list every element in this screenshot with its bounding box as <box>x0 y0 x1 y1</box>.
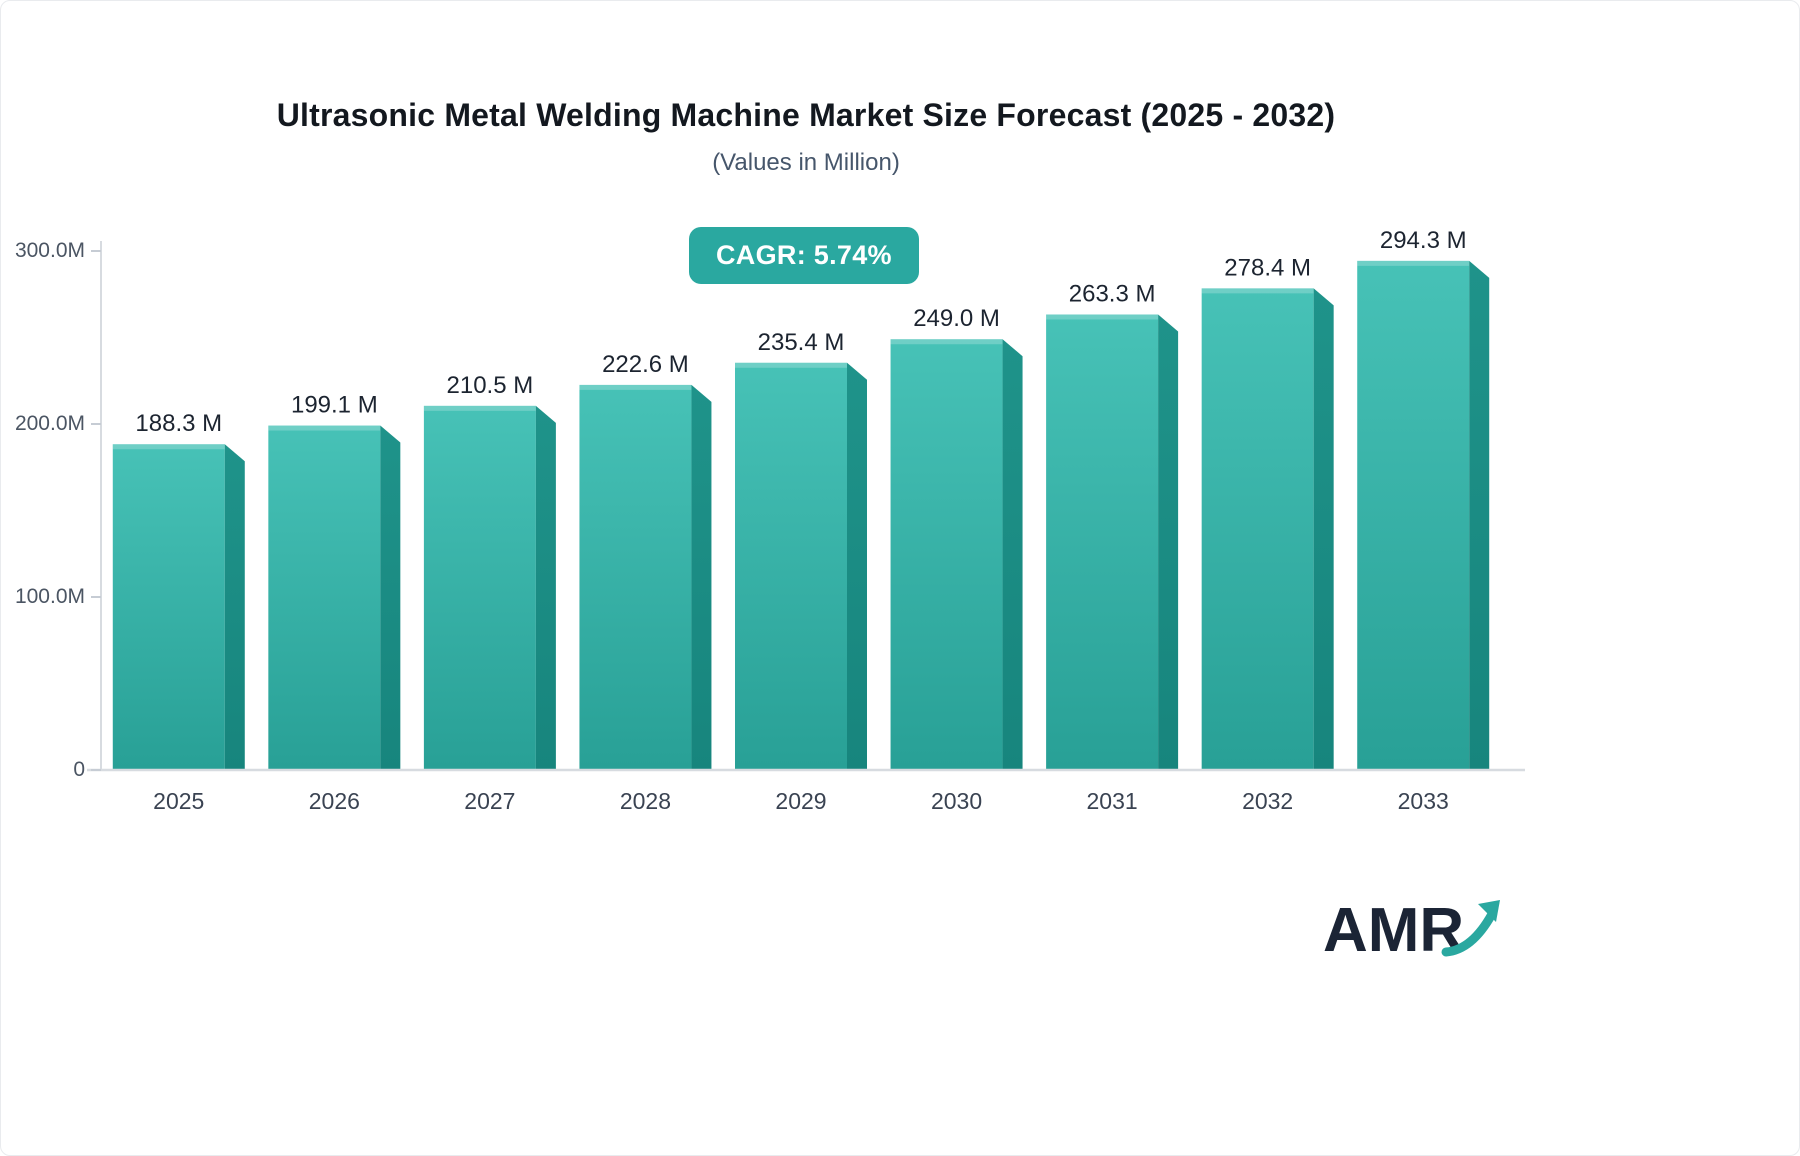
y-tick-label: 300.0M <box>14 239 85 262</box>
bar-side-2026 <box>380 425 401 770</box>
bar-side-2032 <box>1313 288 1334 770</box>
bar-top-highlight <box>1357 260 1470 266</box>
bar-top-highlight <box>579 384 692 390</box>
bar-side-2025 <box>224 444 245 770</box>
bar-2030 <box>890 339 1003 770</box>
bar-value-label: 199.1 M <box>291 392 378 419</box>
bar-value-label: 294.3 M <box>1380 227 1467 254</box>
bar-chart: 188.3 M 199.1 M 210.5 M 222.6 M 235.4 M 249.0… <box>15 203 1525 814</box>
chart-plot-area: 188.3 M 199.1 M 210.5 M 222.6 M 235.4 M 249.0… <box>87 227 1525 772</box>
x-tick-label-2030: 2030 <box>930 788 983 814</box>
cagr-badge: CAGR: 5.74% <box>689 227 919 284</box>
bar-side-2027 <box>535 405 556 770</box>
bar-2029 <box>735 362 847 770</box>
chart-subtitle: (Values in Million) <box>712 149 900 176</box>
bar-value-label: 263.3 M <box>1069 280 1156 307</box>
x-tick-label-2031: 2031 <box>1086 788 1138 814</box>
bar-side-2031 <box>1158 314 1179 770</box>
amr-logo: AMR <box>1323 895 1510 966</box>
bar-value-label: 235.4 M <box>758 329 845 356</box>
bar-top-highlight <box>1046 314 1159 320</box>
x-tick-label-2027: 2027 <box>464 788 516 814</box>
bar-2033 <box>1357 260 1470 770</box>
y-tick-label: 100.0M <box>14 585 85 608</box>
x-tick-label-2033: 2033 <box>1397 788 1449 814</box>
bar-top-highlight <box>112 444 225 450</box>
amr-logo-arrow-icon <box>1441 899 1501 956</box>
bar-top-highlight <box>423 405 536 411</box>
x-tick-label-2028: 2028 <box>619 788 672 814</box>
bar-2026 <box>268 425 381 770</box>
bar-value-label: 210.5 M <box>447 372 534 399</box>
bar-side-2033 <box>1469 260 1490 770</box>
x-tick-label-2029: 2029 <box>775 788 827 814</box>
y-tick-label: 0 <box>73 758 85 781</box>
bar-2027 <box>423 405 536 770</box>
x-tick-label-2032: 2032 <box>1242 788 1294 814</box>
bar-value-label: 249.0 M <box>913 305 1000 332</box>
bar-top-highlight <box>890 339 1003 345</box>
x-tick-label-2026: 2026 <box>308 788 360 814</box>
bar-side-2028 <box>691 384 712 770</box>
bar-value-label: 188.3 M <box>135 410 222 437</box>
bar-top-highlight <box>735 362 847 368</box>
bar-top-highlight <box>268 425 381 431</box>
bar-value-label: 222.6 M <box>602 351 689 378</box>
bar-side-2030 <box>1002 339 1023 770</box>
bar-2032 <box>1201 288 1314 770</box>
bar-2028 <box>579 384 692 770</box>
bar-side-2029 <box>847 362 867 770</box>
bar-2031 <box>1046 314 1159 770</box>
chart-title: Ultrasonic Metal Welding Machine Market … <box>276 97 1336 133</box>
x-tick-label-2025: 2025 <box>153 788 205 814</box>
y-tick-label: 200.0M <box>14 412 85 435</box>
amr-logo-text: AMR <box>1323 896 1465 965</box>
bar-value-label: 278.4 M <box>1224 254 1311 281</box>
bar-top-highlight <box>1201 288 1314 294</box>
bar-2025 <box>112 444 225 770</box>
